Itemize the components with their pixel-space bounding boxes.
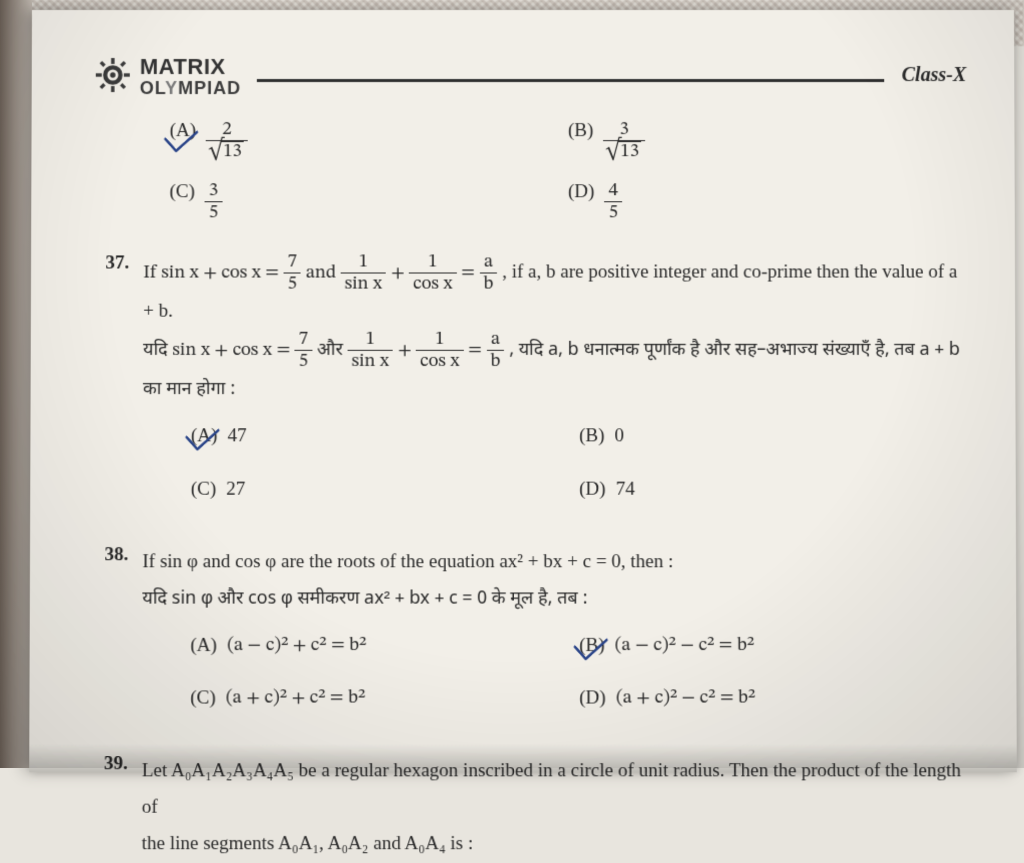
question-body: If sin φ and cos φ are the roots of the …	[142, 544, 968, 739]
header-rule	[257, 79, 884, 82]
q38-options: (A)(a − c)² + c² = b² (B)(a − c)² − c² =…	[190, 628, 968, 717]
brand-bottom: OLYMPIAD	[140, 80, 241, 96]
fraction: 3 13	[603, 120, 645, 161]
option-label: (C)	[169, 181, 194, 203]
fraction: 2 13	[206, 120, 248, 161]
q38: 38. If sin φ and cos φ are the roots of …	[94, 544, 969, 739]
class-label: Class-X	[902, 64, 967, 87]
option-label: (B)	[568, 120, 593, 142]
option-label: (D)	[568, 181, 594, 203]
question-body: If sin x + cos x = 75 and 1sin x + 1cos …	[143, 253, 968, 530]
q36-option-A: (A) 2 13	[170, 120, 568, 161]
q37-options: (A)47 (B)0 (C)27 (D)74	[191, 419, 968, 508]
page-cutoff-shadow	[29, 744, 1017, 772]
q36-option-D: (D) 4 5	[568, 181, 967, 222]
worksheet-page: MATRIX OLYMPIAD Class-X (A) 2 13 (B) 3 1…	[29, 10, 1017, 772]
option-label: (A)	[170, 120, 196, 142]
fraction: 3 5	[205, 181, 223, 222]
book-spine	[0, 0, 32, 768]
q36-option-C: (C) 3 5	[169, 181, 568, 222]
q36-option-B: (B) 3 13	[568, 120, 966, 161]
brand: MATRIX OLYMPIAD	[140, 54, 242, 96]
q37: 37. If sin x + cos x = 75 and 1sin x + 1…	[94, 253, 967, 530]
page-header: MATRIX OLYMPIAD Class-X	[96, 54, 967, 96]
question-number: 37.	[94, 253, 129, 530]
fraction: 4 5	[604, 181, 621, 222]
gear-icon	[96, 58, 130, 92]
question-number: 38.	[94, 544, 129, 739]
brand-top: MATRIX	[140, 54, 241, 80]
q36-options: (A) 2 13 (B) 3 13 (C) 3 5 (D) 4 5	[169, 120, 966, 222]
